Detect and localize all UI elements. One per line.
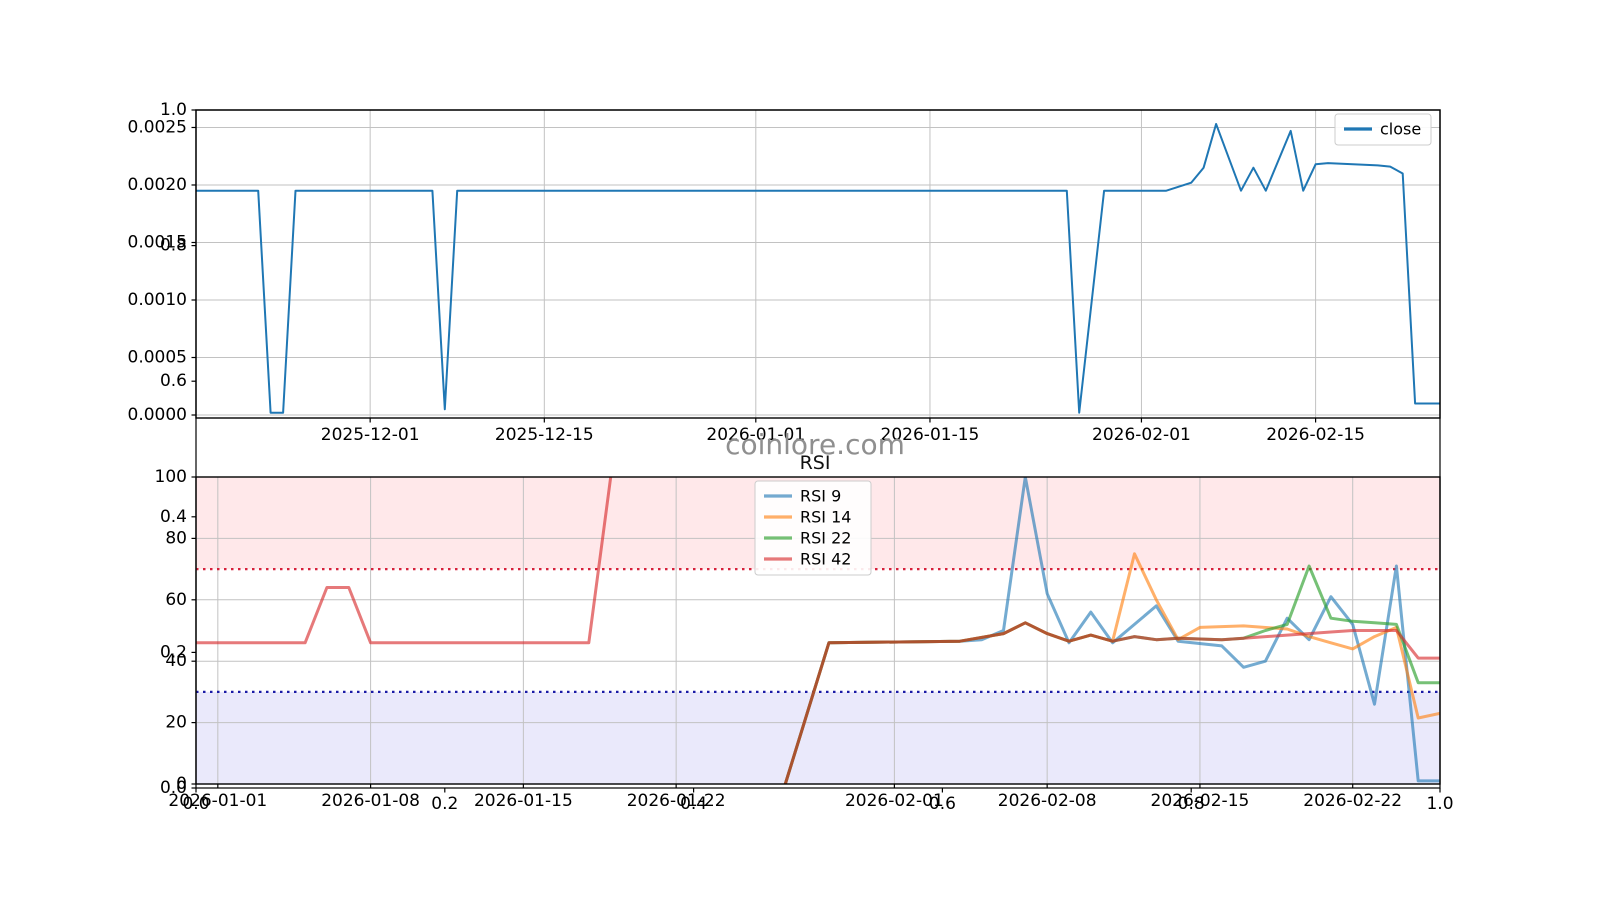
legend-box: [754, 480, 872, 576]
x-tick-label: 2026-02-15: [1151, 791, 1250, 811]
y-tick-label: 60: [165, 590, 187, 610]
overlay-x-tick-label: 0.0: [182, 794, 209, 814]
x-tick-label: 2026-02-01: [845, 791, 944, 811]
price-chart: 2025-12-01 2025-12-15 2026-01-01 2026-01-15…: [128, 109, 1441, 445]
x-tick-label: 2026-01-01: [706, 425, 805, 445]
overlay-y-tick-label: 0.8: [160, 236, 187, 256]
legend-item-rsi-9: RSI 9: [764, 487, 841, 506]
x-tick-label: 2026-02-08: [998, 791, 1097, 811]
overlay-y-tick-label: 0.2: [160, 642, 187, 662]
legend-item-rsi-22: RSI 22: [764, 529, 851, 548]
rsi-42-line: [196, 477, 613, 645]
y-tick-label: 0: [176, 774, 187, 794]
overlay-y-tick-label: 1.0: [160, 100, 187, 120]
x-tick-label: 2026-02-15: [1266, 425, 1365, 445]
close-line: [196, 123, 1440, 414]
overlay-x-tick-label: 0.2: [431, 794, 458, 814]
rsi-chart: 2026-01-01 2026-01-08 2026-01-15 2026-01-22…: [155, 467, 1441, 811]
overlay-y-tick-label: 0.4: [160, 507, 187, 527]
y-tick-label: 100: [155, 467, 187, 487]
x-tick-label: 2026-02-22: [1303, 791, 1402, 811]
legend-box: [1334, 113, 1432, 146]
rsi-42-line: [783, 621, 1440, 784]
axes-spine: [195, 476, 1441, 785]
overlay-x-tick-label: 0.8: [1178, 794, 1205, 814]
y-tick-label: 0.0025: [128, 117, 187, 137]
legend-item-rsi-14: RSI 14: [764, 508, 851, 527]
x-tick-label: 2026-01-01: [168, 791, 267, 811]
x-tick-label: 2026-01-15: [881, 425, 980, 445]
legend-label: close: [1380, 120, 1421, 139]
axes-spine: [195, 109, 1441, 419]
overlay-spine: [195, 109, 1441, 789]
overlay-x-tick-label: 0.6: [929, 794, 956, 814]
x-tick-label: 2026-01-15: [474, 791, 573, 811]
x-tick-label: 2026-01-22: [627, 791, 726, 811]
watermark: coinlore.com: [725, 428, 905, 461]
legend: close: [1334, 113, 1432, 146]
overlay-axis: 1.0 0.8 0.6 0.4 0.2 0.00.0 0.2 0.4 0.6 0.8 1.0: [160, 100, 1454, 814]
legend: RSI 9 RSI 14 RSI 22 RSI 42: [754, 480, 872, 576]
threshold-band: [196, 691, 1440, 784]
y-tick-label: 80: [165, 528, 187, 548]
legend-label: RSI 14: [800, 508, 851, 527]
legend-label: RSI 9: [800, 487, 841, 506]
y-tick-label: 0.0010: [128, 290, 187, 310]
y-tick-label: 0.0005: [128, 348, 187, 368]
legend-item-rsi-42: RSI 42: [764, 550, 851, 569]
legend-label: RSI 22: [800, 529, 851, 548]
y-tick-label: 40: [165, 651, 187, 671]
overlay-x-tick-label: 1.0: [1426, 794, 1453, 814]
legend-item-close: close: [1344, 120, 1421, 139]
x-tick-label: 2026-02-01: [1092, 425, 1191, 445]
y-tick-label: 0.0020: [128, 175, 187, 195]
x-tick-label: 2025-12-01: [321, 425, 420, 445]
x-tick-label: 2025-12-15: [495, 425, 594, 445]
y-tick-label: 0.0000: [128, 405, 187, 425]
rsi-panel-title: RSI: [800, 452, 831, 474]
overlay-y-tick-label: 0.0: [160, 778, 187, 798]
y-tick-label: 20: [165, 713, 187, 733]
legend-label: RSI 42: [800, 550, 851, 569]
x-tick-label: 2026-01-08: [321, 791, 420, 811]
overlay-x-tick-label: 0.4: [680, 794, 707, 814]
y-tick-label: 0.0015: [128, 232, 187, 252]
overlay-y-tick-label: 0.6: [160, 371, 187, 391]
